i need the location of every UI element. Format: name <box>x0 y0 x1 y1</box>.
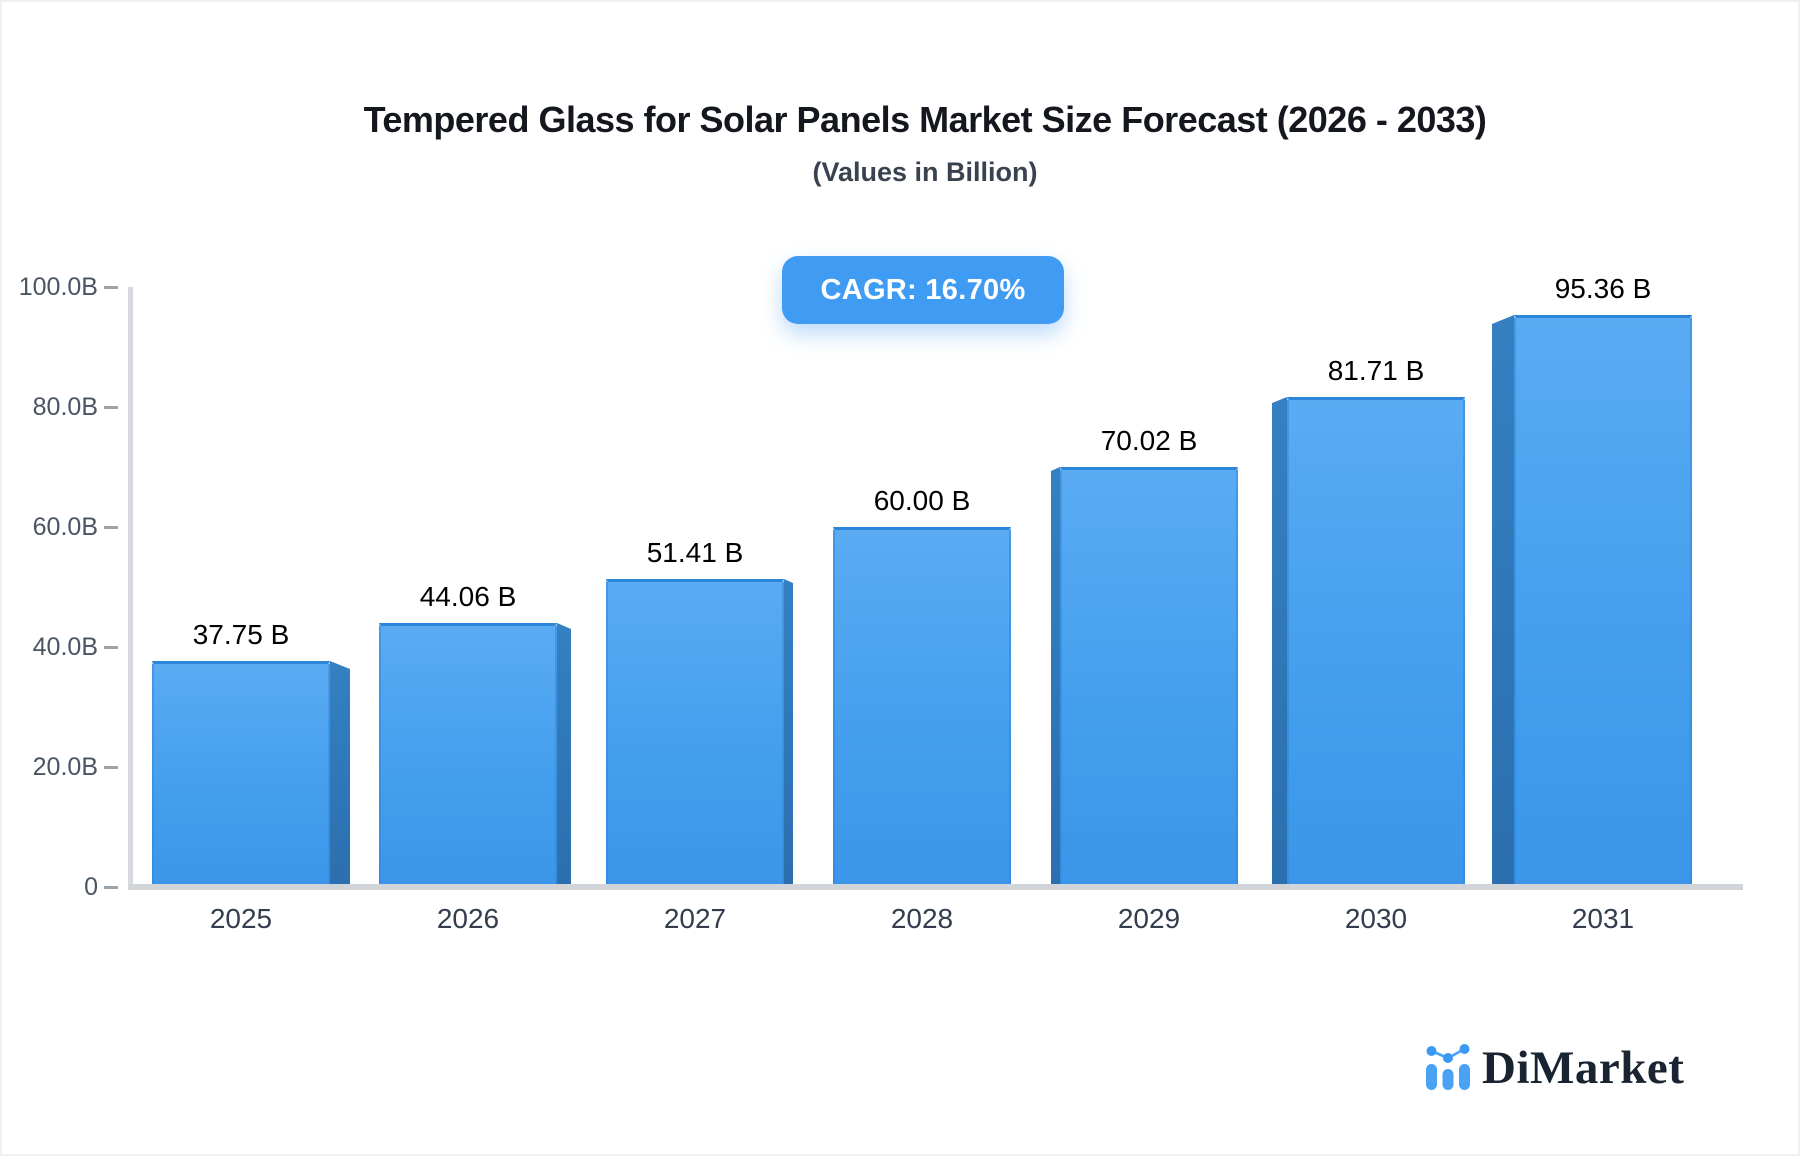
logo-text: DiMarket <box>1482 1042 1685 1094</box>
y-tick-mark <box>104 526 118 529</box>
x-axis-baseline <box>128 884 1743 890</box>
y-tick-mark <box>104 886 118 889</box>
y-tick-label: 100.0B <box>18 273 98 301</box>
y-tick-mark <box>104 646 118 649</box>
bar-front-face <box>1060 467 1238 887</box>
bar-side-face <box>1051 467 1060 887</box>
x-tick-label: 2025 <box>209 903 273 934</box>
cagr-badge-label: CAGR: 16.70% <box>820 273 1026 306</box>
chart-subtitle: (Values in Billion) <box>812 157 1038 187</box>
bar-front-face <box>833 527 1011 887</box>
x-tick-label: 2031 <box>1571 903 1635 934</box>
bar-side-face <box>1272 397 1287 887</box>
x-tick-label: 2028 <box>890 903 954 934</box>
bar-value-label: 70.02 B <box>1100 425 1198 456</box>
y-tick-mark <box>104 286 118 289</box>
bar-front-face <box>379 623 557 887</box>
y-axis-line <box>128 287 133 890</box>
bar-front-face <box>152 661 330 887</box>
bar-front-face <box>1514 315 1692 887</box>
bar-value-label: 81.71 B <box>1327 355 1425 386</box>
bar-side-face <box>557 623 571 887</box>
y-tick-label: 40.0B <box>32 633 98 661</box>
bar-value-label: 44.06 B <box>419 581 517 612</box>
bar-value-label: 60.00 B <box>873 485 971 516</box>
x-tick-label: 2030 <box>1344 903 1408 934</box>
bar-side-face <box>1492 315 1514 887</box>
x-tick-label: 2027 <box>663 903 727 934</box>
bar-value-label: 51.41 B <box>646 537 744 568</box>
mini-bar-chart-icon <box>1426 1044 1470 1090</box>
y-tick-mark <box>104 766 118 769</box>
dimarket-logo: DiMarket <box>1424 1040 1684 1092</box>
cagr-badge: CAGR: 16.70% <box>782 256 1064 324</box>
y-tick-mark <box>104 406 118 409</box>
bar-value-label: 95.36 B <box>1554 273 1652 304</box>
chart-title: Tempered Glass for Solar Panels Market S… <box>363 99 1487 140</box>
bar-side-face <box>784 579 793 887</box>
y-tick-label: 0 <box>84 873 98 901</box>
bar-front-face <box>606 579 784 887</box>
chart-header: Tempered Glass for Solar Panels Market S… <box>50 98 1800 188</box>
x-tick-label: 2026 <box>436 903 500 934</box>
bar-side-face <box>330 661 350 887</box>
x-tick-label: 2029 <box>1117 903 1181 934</box>
bar-value-label: 37.75 B <box>192 619 290 650</box>
y-tick-label: 80.0B <box>32 393 98 421</box>
y-tick-label: 60.0B <box>32 513 98 541</box>
bar-front-face <box>1287 397 1465 887</box>
y-tick-label: 20.0B <box>32 753 98 781</box>
